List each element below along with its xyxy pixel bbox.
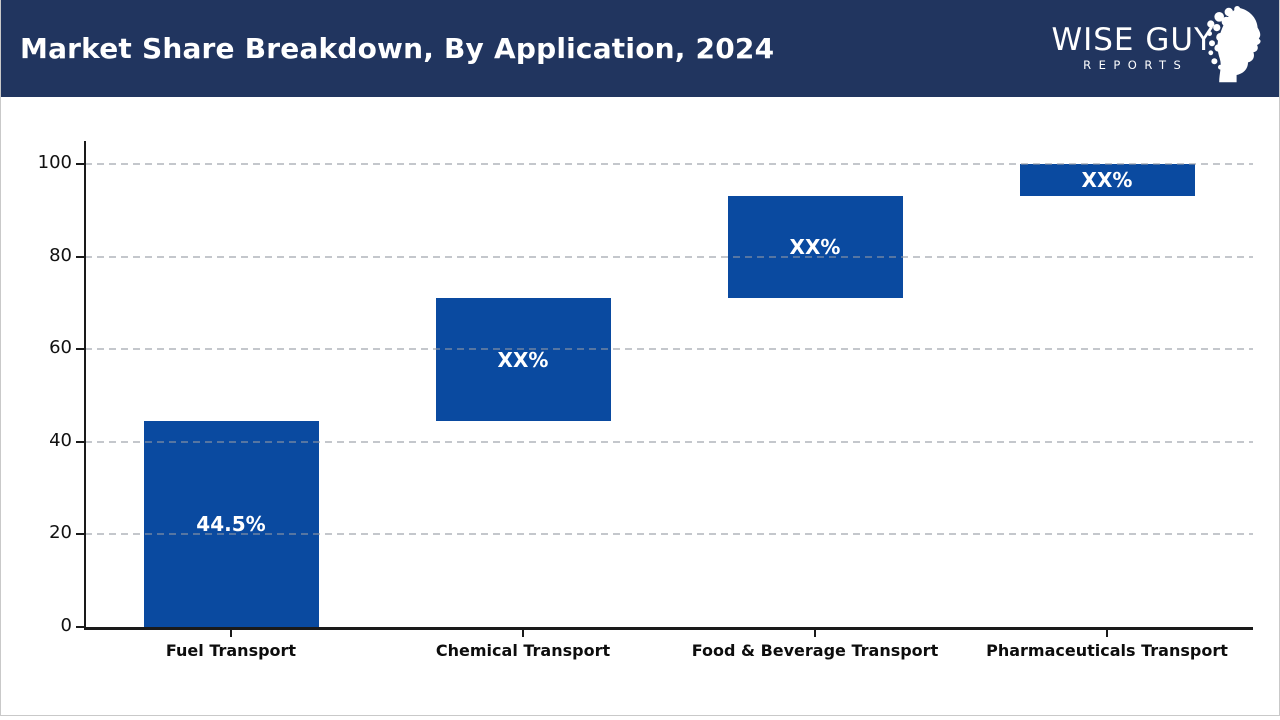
x-tick: [814, 629, 816, 637]
logo-face-icon: [1207, 6, 1261, 83]
header-bar: Market Share Breakdown, By Application, …: [0, 0, 1280, 97]
gridline-60: [85, 348, 1253, 351]
y-tick-label: 100: [37, 152, 72, 173]
x-axis-line: [84, 627, 1253, 630]
gridline-40: [85, 440, 1253, 443]
logo-wordmark: WISE GUY REPORTS: [1051, 24, 1214, 72]
x-axis-label: Chemical Transport: [435, 641, 611, 660]
x-axis-label: Pharmaceuticals Transport: [986, 641, 1228, 660]
bar-value-label: XX%: [789, 235, 841, 260]
bar-food-beverage-transport: XX%: [727, 196, 903, 299]
x-axis-label: Food & Beverage Transport: [691, 641, 939, 660]
x-tick: [1106, 629, 1108, 637]
wise-guy-logo: WISE GUY REPORTS: [1051, 6, 1266, 84]
bar-chemical-transport: XX%: [435, 298, 611, 421]
y-tick: [76, 163, 84, 165]
chart-area: WISE GUY REPORTS 44.5%Fuel TransportXX%C…: [0, 97, 1280, 717]
logo-subtitle: REPORTS: [1083, 57, 1189, 72]
y-tick: [76, 440, 84, 443]
y-tick: [76, 533, 84, 536]
y-tick-label: 40: [49, 429, 72, 451]
y-axis-line: [84, 141, 86, 629]
bar-pharmaceuticals-transport: XX%: [1019, 164, 1195, 197]
y-tick-label: 20: [49, 522, 72, 544]
y-tick: [76, 626, 84, 628]
bar-value-label: 44.5%: [196, 511, 266, 536]
gridline-80: [85, 255, 1253, 258]
x-tick: [230, 629, 232, 637]
gridline-20: [85, 533, 1253, 536]
y-tick-label: 0: [60, 615, 72, 636]
bar-fuel-transport: 44.5%: [143, 420, 319, 627]
x-tick: [522, 629, 524, 637]
y-tick-label: 80: [49, 244, 72, 266]
page-title: Market Share Breakdown, By Application, …: [20, 32, 775, 65]
bar-value-label: XX%: [497, 347, 549, 372]
x-axis-label: Fuel Transport: [165, 641, 297, 660]
y-tick-label: 60: [49, 337, 72, 359]
gridline-100: [85, 163, 1253, 165]
y-tick: [76, 255, 84, 258]
logo-title: WISE GUY: [1051, 22, 1214, 59]
y-tick: [76, 348, 84, 351]
bar-value-label: XX%: [1081, 168, 1133, 193]
